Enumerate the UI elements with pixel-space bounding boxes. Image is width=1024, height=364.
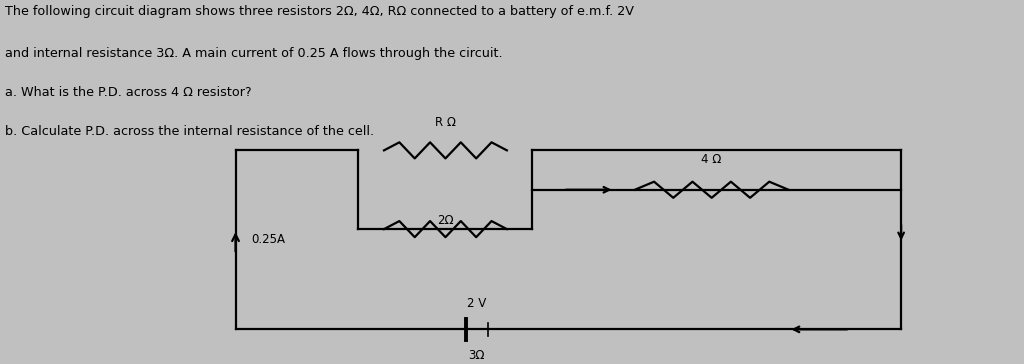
Text: 0.25A: 0.25A (251, 233, 285, 246)
Text: 3Ω: 3Ω (468, 349, 484, 362)
Text: a. What is the P.D. across 4 Ω resistor?: a. What is the P.D. across 4 Ω resistor? (5, 86, 252, 99)
Text: The following circuit diagram shows three resistors 2Ω, 4Ω, RΩ connected to a ba: The following circuit diagram shows thre… (5, 5, 634, 18)
Text: and internal resistance 3Ω. A main current of 0.25 A flows through the circuit.: and internal resistance 3Ω. A main curre… (5, 47, 503, 60)
Text: R Ω: R Ω (435, 116, 456, 129)
Text: b. Calculate P.D. across the internal resistance of the cell.: b. Calculate P.D. across the internal re… (5, 125, 374, 138)
Text: 4 Ω: 4 Ω (701, 154, 722, 166)
Text: 2 V: 2 V (467, 297, 485, 310)
Text: 2Ω: 2Ω (437, 214, 454, 228)
